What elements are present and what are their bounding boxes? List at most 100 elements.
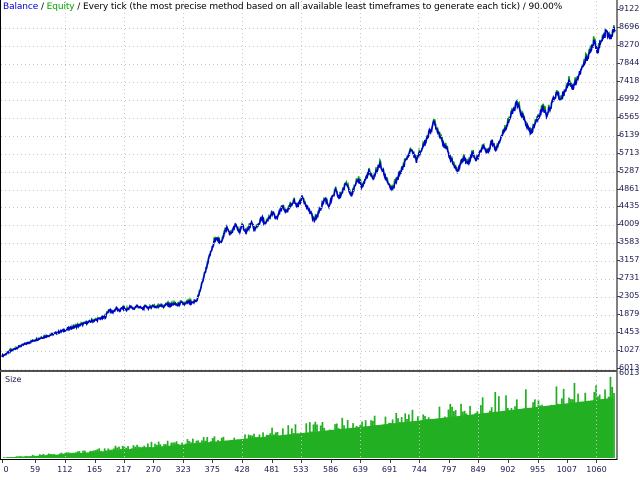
size-bar [238, 444, 241, 458]
size-bar [69, 452, 72, 458]
size-bar [166, 440, 169, 458]
size-bar [51, 454, 54, 458]
legend-separator-3: / [520, 2, 529, 12]
price-scale-label: 27315 [619, 273, 640, 283]
size-bar [188, 441, 191, 458]
size-bar [537, 399, 540, 458]
time-scale-tick [507, 460, 509, 463]
price-scale-tick [617, 332, 620, 334]
size-bar [589, 413, 592, 458]
price-scale-tick [617, 188, 620, 190]
size-bar [595, 385, 597, 458]
size-bar [568, 397, 570, 458]
size-bar [314, 421, 317, 458]
size-bar [303, 435, 306, 458]
size-bar [264, 437, 266, 458]
price-scale-tick [617, 296, 620, 298]
size-bar [370, 420, 372, 458]
size-bar [4, 457, 7, 458]
size-bar [31, 454, 34, 458]
size-bar [526, 407, 529, 458]
size-bar [114, 445, 117, 458]
size-bar [96, 449, 99, 458]
size-bar [55, 455, 57, 458]
price-scale-tick [617, 26, 620, 28]
size-bar [323, 427, 326, 458]
size-bar [19, 456, 21, 458]
price-scale-tick [617, 98, 620, 100]
size-bar [274, 432, 277, 458]
size-bar [327, 433, 329, 458]
size-bar [465, 413, 468, 458]
size-bar [552, 409, 554, 458]
size-bar [100, 450, 102, 458]
size-bar [237, 439, 239, 458]
size-bar [249, 435, 252, 458]
size-bar [199, 442, 201, 458]
time-scale-label: 59 [29, 465, 41, 474]
size-bar [224, 443, 227, 458]
size-bar [300, 432, 302, 458]
size-panel[interactable] [1, 372, 617, 459]
size-bar [451, 406, 453, 458]
size-bar [253, 433, 255, 458]
price-scale[interactable]: 91222 86961 82701 78440 74180 69920 65659 61399… [617, 0, 640, 460]
price-scale-tick [617, 278, 620, 280]
size-bar [177, 443, 180, 458]
size-bar [494, 391, 497, 458]
balance-equity-curve [1, 25, 616, 359]
time-scale-tick [360, 460, 362, 463]
size-bar [417, 416, 419, 458]
size-bar [30, 456, 32, 458]
time-scale-tick [478, 460, 480, 463]
size-bar [354, 437, 356, 458]
time-scale[interactable]: 0 59 112 165 217 270 323 375 428 481 533 586 639 691 7… [0, 460, 640, 480]
size-bar [341, 417, 344, 458]
size-bar [508, 411, 511, 458]
size-bar [139, 447, 142, 458]
size-bar [593, 392, 596, 458]
size-bar [165, 444, 167, 458]
size-bar [267, 434, 270, 458]
size-bar [548, 417, 551, 458]
panel-divider [0, 370, 617, 372]
size-bar [613, 392, 615, 458]
size-bar [116, 447, 119, 458]
time-scale-label: 217 [116, 465, 132, 474]
size-bar [247, 434, 250, 458]
time-scale-label: 0 [3, 465, 9, 474]
size-bar [363, 429, 365, 458]
size-bar [73, 452, 75, 458]
size-bar [87, 452, 90, 458]
size-bar [438, 406, 441, 458]
size-bar [13, 456, 16, 458]
size-bar [71, 452, 74, 458]
size-bar [467, 420, 470, 458]
size-bar [17, 456, 20, 458]
size-bar [125, 447, 128, 458]
size-bar [64, 453, 66, 458]
size-bar [510, 408, 513, 458]
size-bar [586, 410, 588, 458]
size-bar [532, 402, 534, 458]
time-scale-tick [389, 460, 391, 463]
size-bar [444, 416, 446, 458]
size-bar [557, 403, 560, 458]
size-bar [602, 405, 605, 458]
size-bar [183, 444, 185, 458]
size-bar [377, 425, 380, 458]
size-bar [301, 435, 304, 458]
price-scale-tick [617, 350, 620, 352]
balance-equity-panel[interactable] [1, 1, 617, 370]
size-bar [175, 441, 178, 458]
size-bar [607, 396, 610, 458]
price-scale-label: 82701 [619, 39, 640, 49]
size-bar [411, 409, 414, 458]
time-scale-label: 375 [204, 465, 220, 474]
size-bar [492, 417, 495, 458]
size-bar [332, 432, 335, 458]
size-bar [609, 376, 612, 458]
size-bar [75, 452, 77, 458]
size-bar [525, 389, 527, 458]
size-bar [483, 426, 486, 458]
